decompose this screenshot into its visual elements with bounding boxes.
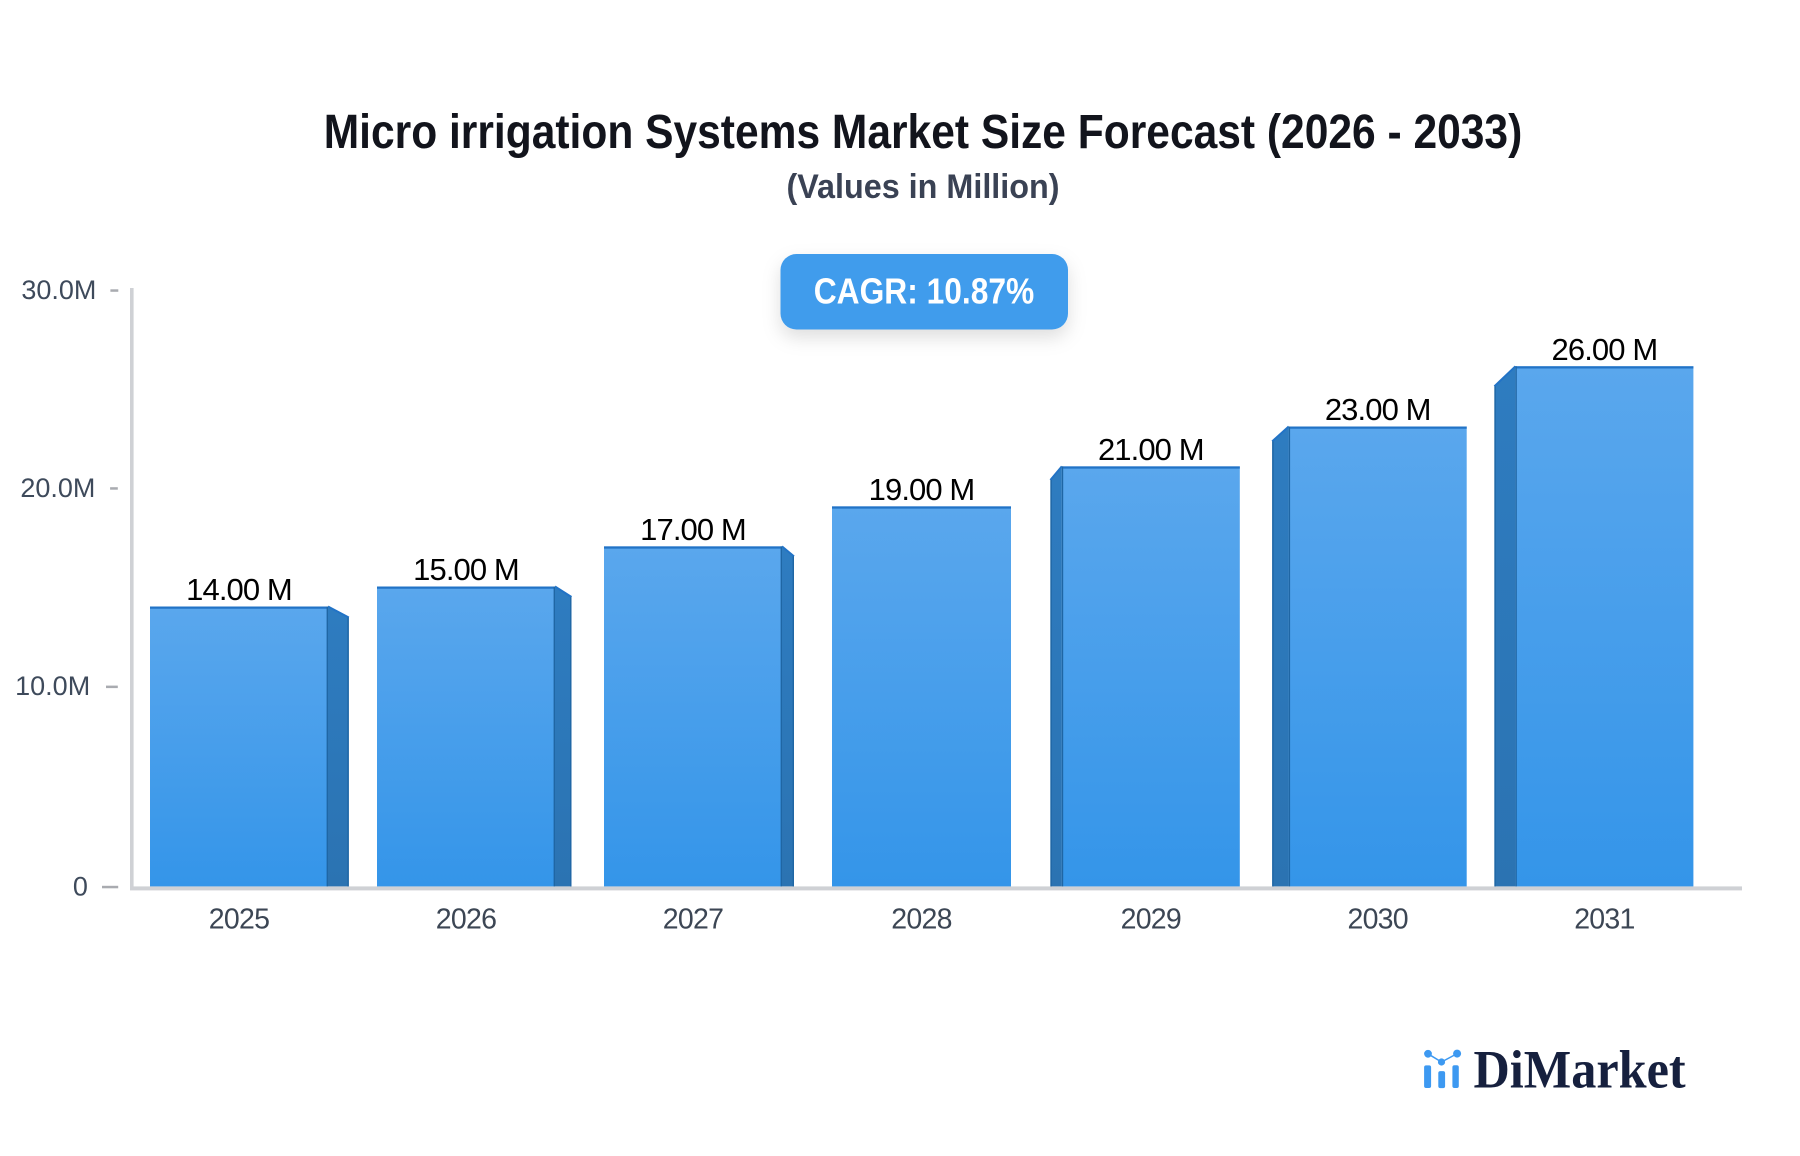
svg-text:20.0M: 20.0M (20, 473, 95, 503)
svg-text:2030: 2030 (1347, 904, 1407, 936)
svg-text:2026: 2026 (436, 904, 496, 936)
svg-text:2029: 2029 (1121, 904, 1181, 936)
svg-text:DiMarket: DiMarket (1474, 1041, 1687, 1100)
svg-text:2028: 2028 (891, 904, 951, 936)
svg-text:15.00 M: 15.00 M (413, 552, 519, 587)
svg-text:26.00 M: 26.00 M (1552, 332, 1658, 367)
svg-text:0: 0 (73, 872, 88, 902)
svg-text:17.00 M: 17.00 M (640, 512, 746, 547)
svg-text:2031: 2031 (1574, 904, 1634, 936)
svg-text:14.00 M: 14.00 M (186, 572, 292, 607)
svg-text:23.00 M: 23.00 M (1325, 392, 1431, 427)
svg-text:2027: 2027 (663, 904, 723, 936)
svg-text:30.0M: 30.0M (21, 275, 96, 305)
svg-text:Micro irrigation Systems Marke: Micro irrigation Systems Market Size For… (324, 105, 1523, 159)
svg-text:19.00 M: 19.00 M (869, 472, 975, 507)
svg-text:(Values in Million): (Values in Million) (786, 168, 1059, 206)
svg-text:2025: 2025 (209, 904, 269, 936)
svg-text:10.0M: 10.0M (15, 671, 90, 701)
svg-text:CAGR: 10.87%: CAGR: 10.87% (814, 272, 1035, 312)
svg-text:21.00 M: 21.00 M (1098, 432, 1204, 467)
